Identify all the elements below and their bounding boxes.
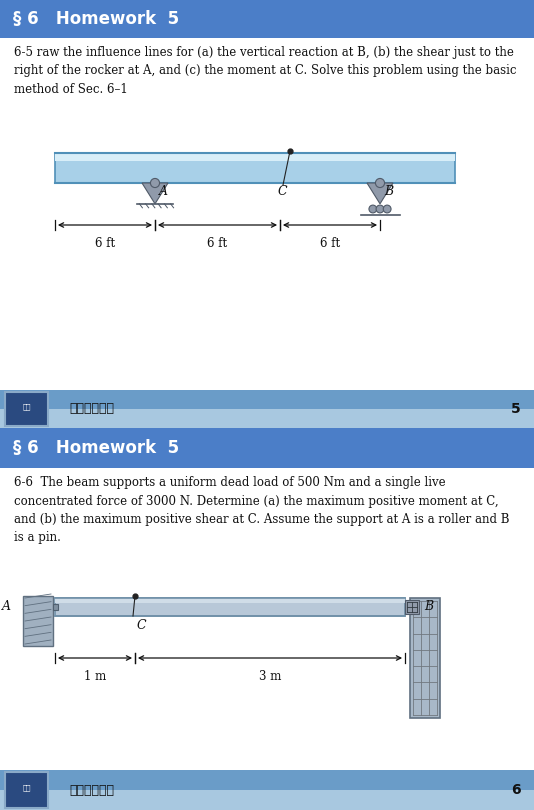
Text: C: C xyxy=(137,619,147,632)
Text: 6-6  The beam supports a uniform dead load of 500 Nm and a single live
concentra: 6-6 The beam supports a uniform dead loa… xyxy=(14,476,509,544)
Bar xyxy=(410,598,440,718)
Bar xyxy=(55,153,455,161)
Text: § 6   Homework  5: § 6 Homework 5 xyxy=(13,10,179,28)
Text: 6-5 raw the influence lines for (a) the vertical reaction at B, (b) the shear ju: 6-5 raw the influence lines for (a) the … xyxy=(14,46,516,96)
Text: 土木: 土木 xyxy=(22,785,31,791)
Text: A: A xyxy=(2,600,11,613)
Text: 6 ft: 6 ft xyxy=(95,237,115,250)
Circle shape xyxy=(376,205,384,213)
Bar xyxy=(55,598,405,616)
Bar xyxy=(55,598,405,603)
Text: 6: 6 xyxy=(511,783,521,797)
Circle shape xyxy=(375,178,384,188)
Text: 土木工程学院: 土木工程学院 xyxy=(69,783,114,796)
Bar xyxy=(0,390,534,409)
Bar xyxy=(0,770,534,790)
Bar xyxy=(0,790,534,810)
Bar xyxy=(405,600,419,614)
Text: § 6   Homework  5: § 6 Homework 5 xyxy=(13,439,179,457)
Text: B: B xyxy=(384,185,393,198)
Text: C: C xyxy=(278,185,288,198)
Text: A: A xyxy=(159,185,168,198)
Circle shape xyxy=(151,178,160,188)
Text: 土木: 土木 xyxy=(22,404,31,411)
Polygon shape xyxy=(367,183,393,204)
Polygon shape xyxy=(142,183,168,204)
Circle shape xyxy=(369,205,377,213)
Text: 6 ft: 6 ft xyxy=(207,237,227,250)
Text: 3 m: 3 m xyxy=(259,670,281,683)
Bar xyxy=(0,409,534,428)
Circle shape xyxy=(383,205,391,213)
Bar xyxy=(55,153,455,183)
Bar xyxy=(53,604,58,610)
Text: 6 ft: 6 ft xyxy=(320,237,340,250)
Text: 1 m: 1 m xyxy=(84,670,106,683)
Text: 5: 5 xyxy=(511,402,521,416)
Bar xyxy=(23,596,53,646)
Text: B: B xyxy=(424,600,433,613)
Text: 土木工程学院: 土木工程学院 xyxy=(69,403,114,416)
